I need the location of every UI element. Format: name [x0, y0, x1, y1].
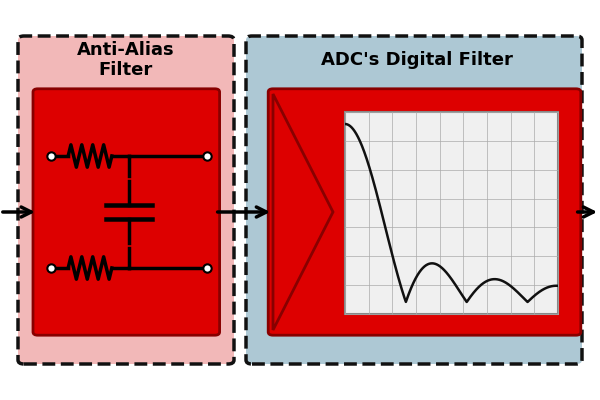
Polygon shape	[273, 94, 333, 330]
FancyBboxPatch shape	[268, 89, 581, 335]
FancyBboxPatch shape	[18, 36, 234, 364]
Text: ADC's Digital Filter: ADC's Digital Filter	[321, 51, 513, 69]
FancyBboxPatch shape	[246, 36, 582, 364]
FancyBboxPatch shape	[33, 89, 220, 335]
Bar	[345, 112, 558, 314]
Text: Anti-Alias
Filter: Anti-Alias Filter	[77, 41, 175, 79]
Bar	[345, 112, 558, 314]
